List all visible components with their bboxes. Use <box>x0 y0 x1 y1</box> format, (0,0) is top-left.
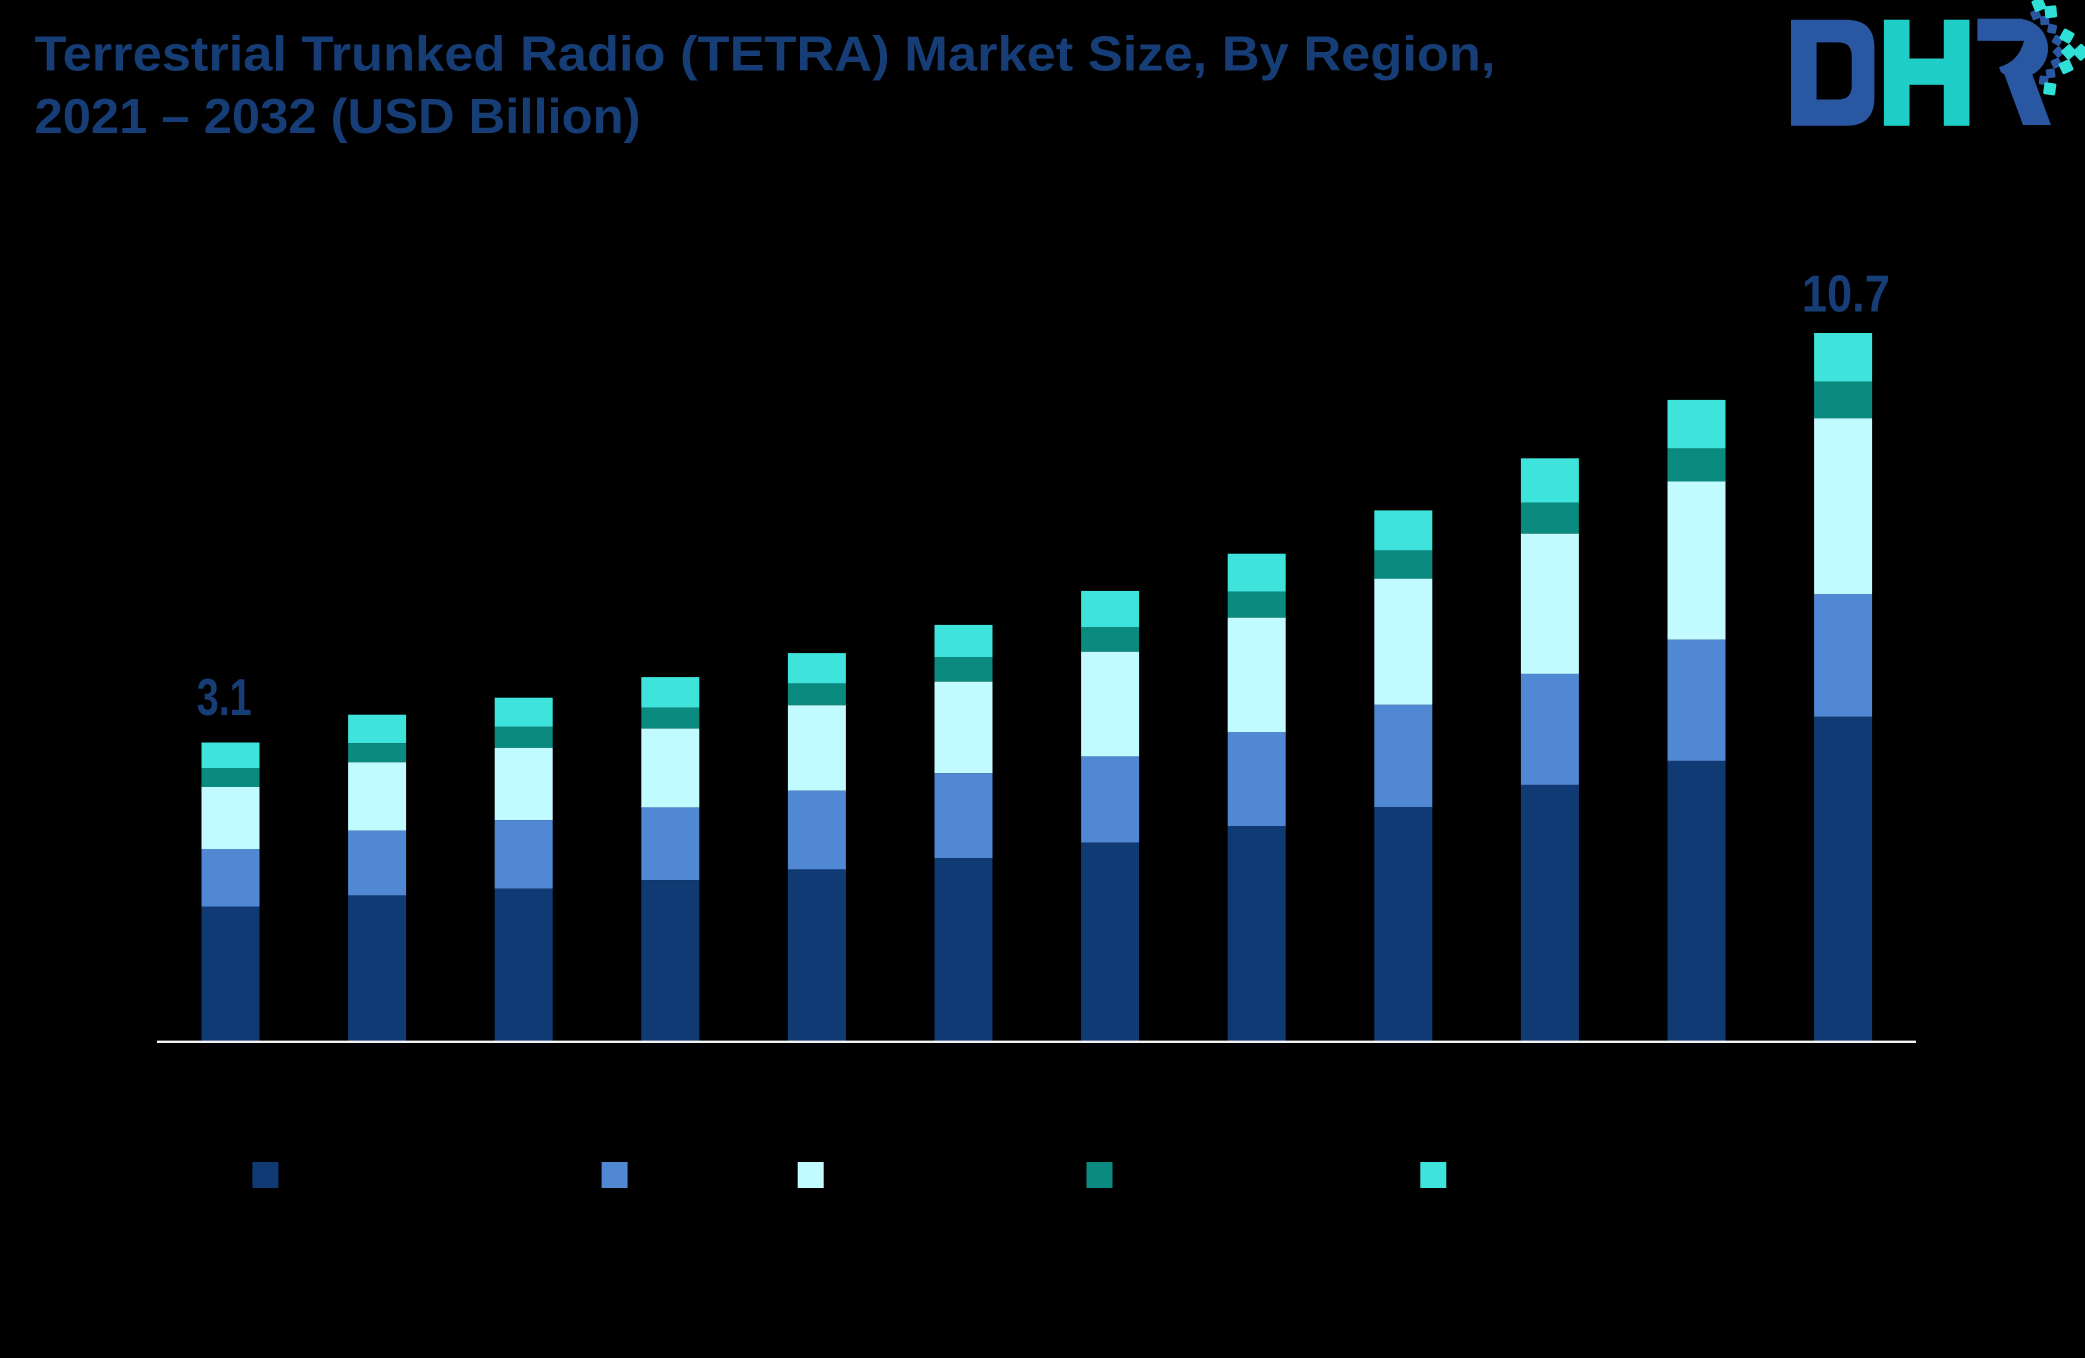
svg-text:10.7: 10.7 <box>1802 265 1890 323</box>
svg-text:3.1: 3.1 <box>197 669 252 727</box>
svg-text:2021 – 2032 (USD Billion): 2021 – 2032 (USD Billion) <box>35 90 641 144</box>
svg-text:Terrestrial Trunked Radio (TET: Terrestrial Trunked Radio (TETRA) Market… <box>35 28 1496 82</box>
